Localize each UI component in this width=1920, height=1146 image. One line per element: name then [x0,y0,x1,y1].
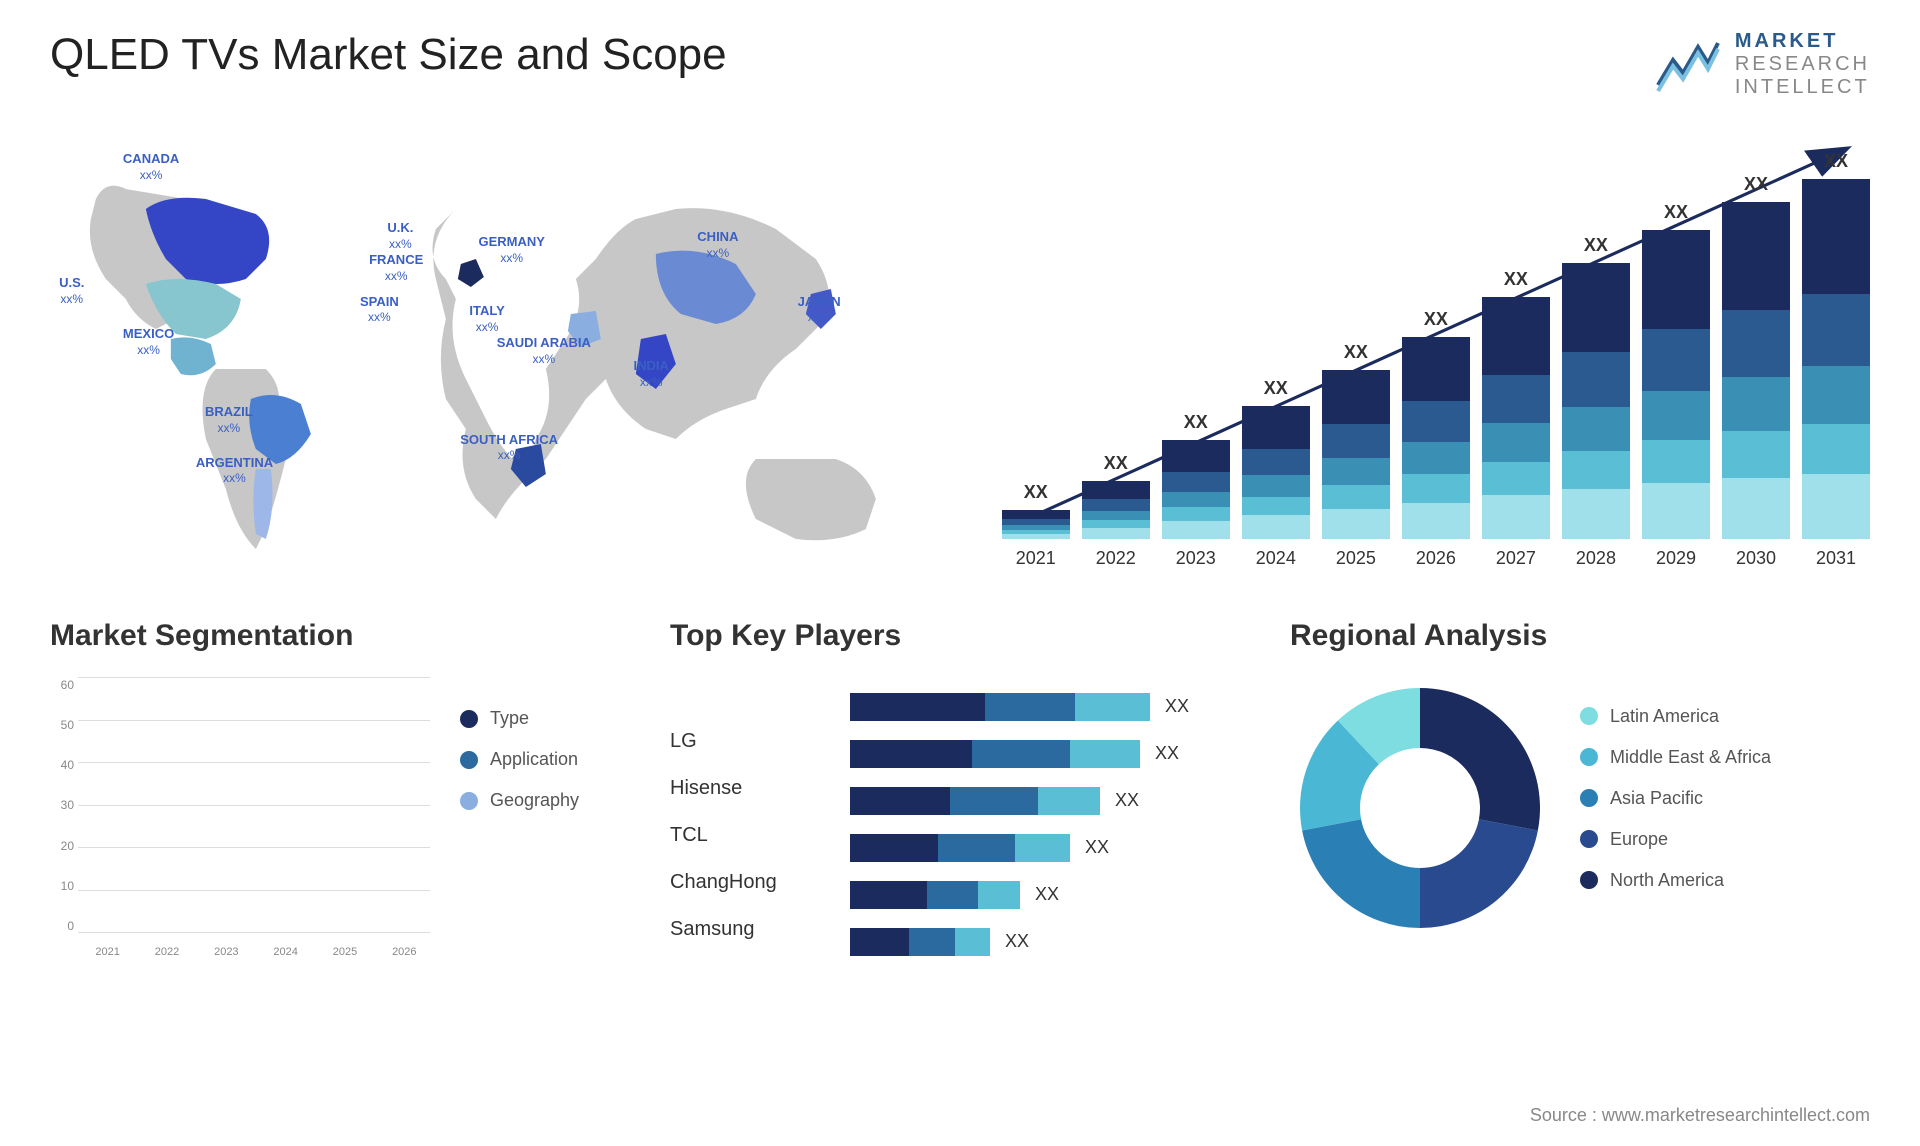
logo-line1: MARKET [1735,30,1870,53]
map-label: CHINAxx% [697,229,738,260]
growth-bar-label: XX [1642,202,1710,223]
growth-chart: XXXXXXXXXXXXXXXXXXXXXX 20212022202320242… [1002,119,1870,579]
map-label: BRAZILxx% [205,404,253,435]
growth-bar: XX [1082,481,1150,540]
player-bar-row: XX [850,777,1250,824]
donut-chart [1290,678,1550,938]
year-label: 2022 [1082,548,1150,569]
donut-slice [1302,819,1420,928]
growth-bar: XX [1642,230,1710,539]
player-name: LG [670,718,830,765]
growth-bar-label: XX [1482,269,1550,290]
growth-bar-label: XX [1242,378,1310,399]
player-bar-row: XX [850,730,1250,777]
donut-slice [1420,688,1540,830]
growth-bar: XX [1482,297,1550,539]
growth-bar-label: XX [1082,453,1150,474]
growth-bar-label: XX [1162,412,1230,433]
map-label: U.K.xx% [387,220,413,251]
growth-bar: XX [1562,263,1630,539]
legend-item: Latin America [1580,706,1870,727]
world-map: CANADAxx% U.S.xx% MEXICOxx% BRAZILxx% ARGENT… [50,119,962,579]
year-label: 2025 [1322,548,1390,569]
map-label: ITALYxx% [469,303,504,334]
growth-bar: XX [1402,337,1470,540]
segmentation-title: Market Segmentation [50,619,630,653]
map-label: SPAINxx% [360,294,399,325]
year-label: 2024 [1242,548,1310,569]
map-label: INDIAxx% [633,358,668,389]
segmentation-legend: Type Application Geography [460,678,630,958]
growth-bar: XX [1322,370,1390,539]
growth-bar: XX [1162,440,1230,539]
legend-item: Geography [460,790,630,811]
segmentation-panel: Market Segmentation 0102030405060 202120… [50,619,630,999]
map-label: FRANCExx% [369,252,423,283]
legend-item: Type [460,708,630,729]
growth-bar-label: XX [1402,309,1470,330]
map-mexico [171,337,216,375]
segmentation-chart: 0102030405060 202120222023202420252026 [50,678,430,958]
map-label: CANADAxx% [123,151,179,182]
regional-legend: Latin America Middle East & Africa Asia Pa… [1580,706,1870,911]
year-label: 2026 [1402,548,1470,569]
players-title: Top Key Players [670,619,1250,653]
growth-bar: XX [1802,179,1870,539]
player-bar-row: XX [850,683,1250,730]
map-label: JAPANxx% [798,294,841,325]
player-name: TCL [670,812,830,859]
regional-panel: Regional Analysis Latin America Middle Ea… [1290,619,1870,999]
map-label: SOUTH AFRICAxx% [460,432,558,463]
year-label: 2023 [1162,548,1230,569]
logo-line2: RESEARCH [1735,53,1870,76]
legend-item: Application [460,749,630,770]
logo-line3: INTELLECT [1735,76,1870,99]
year-label: 2027 [1482,548,1550,569]
growth-bar-label: XX [1322,342,1390,363]
growth-bar-label: XX [1722,174,1790,195]
growth-bar-label: XX [1562,235,1630,256]
growth-bar-label: XX [1802,151,1870,172]
legend-item: Europe [1580,829,1870,850]
player-bar-row: XX [850,918,1250,965]
growth-bar: XX [1722,202,1790,540]
growth-bar: XX [1002,510,1070,539]
player-name: Hisense [670,765,830,812]
year-label: 2031 [1802,548,1870,569]
legend-item: Asia Pacific [1580,788,1870,809]
map-label: U.S.xx% [59,275,84,306]
player-bar-row: XX [850,871,1250,918]
year-label: 2028 [1562,548,1630,569]
player-name: ChangHong [670,859,830,906]
donut-slice [1420,819,1538,928]
player-bar-row: XX [850,824,1250,871]
logo: MARKET RESEARCH INTELLECT [1653,30,1870,99]
legend-item: Middle East & Africa [1580,747,1870,768]
source-text: Source : www.marketresearchintellect.com [1530,1105,1870,1126]
year-label: 2021 [1002,548,1070,569]
map-label: SAUDI ARABIAxx% [497,335,591,366]
year-label: 2030 [1722,548,1790,569]
page-title: QLED TVs Market Size and Scope [50,30,727,80]
map-label: MEXICOxx% [123,326,174,357]
player-name: Samsung [670,906,830,953]
growth-bar: XX [1242,406,1310,539]
legend-item: North America [1580,870,1870,891]
players-panel: Top Key Players LGHisenseTCLChangHongSam… [670,619,1250,999]
growth-bar-label: XX [1002,482,1070,503]
regional-title: Regional Analysis [1290,619,1870,653]
map-label: ARGENTINAxx% [196,455,273,486]
year-label: 2029 [1642,548,1710,569]
map-label: GERMANYxx% [479,234,545,265]
